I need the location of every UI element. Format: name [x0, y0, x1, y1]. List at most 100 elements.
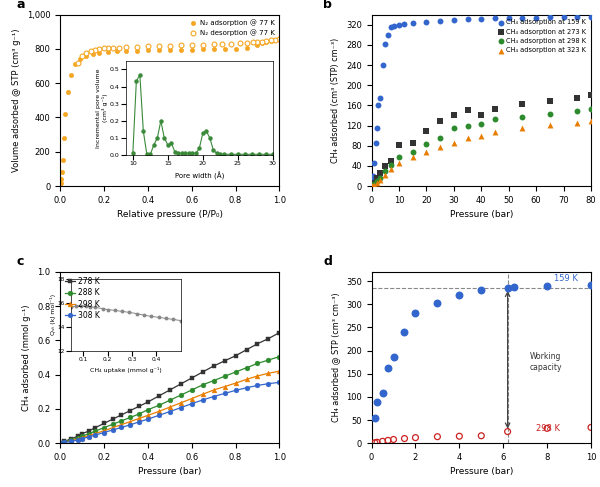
N₂ adsorption @ 77 K [276, 37, 283, 42]
CH₄ adsorption at 273 K [545, 97, 554, 105]
298 K [210, 387, 217, 393]
CH₄ adsorption at 273 K [370, 179, 379, 187]
298 K [92, 431, 99, 436]
N₂ desorption @ 77 K [254, 39, 261, 45]
298 K [61, 439, 68, 445]
278 K [127, 408, 134, 413]
288 K [265, 357, 272, 363]
CH₄ adsorption at 273 K [449, 112, 458, 119]
N₂ adsorption @ 77 K [155, 47, 163, 53]
N₂ adsorption @ 77 K [232, 46, 239, 52]
288 K [155, 403, 163, 409]
CH₄ adsorption at 273 K [386, 157, 395, 165]
298 K [155, 409, 163, 414]
Point [503, 284, 512, 292]
278 K [85, 428, 92, 434]
N₂ adsorption @ 77 K [210, 46, 217, 52]
N₂ adsorption @ 77 K [76, 56, 83, 62]
298 K [109, 425, 116, 431]
CH₄ adsorption at 273 K [436, 117, 445, 125]
N₂ desorption @ 77 K [116, 45, 123, 51]
278 K [136, 403, 143, 409]
288 K [61, 439, 68, 445]
298 K [243, 376, 250, 382]
CH₄ adsorption at 159 K [559, 13, 568, 21]
N₂ adsorption @ 77 K [61, 135, 68, 141]
CH₄ adsorption at 298 K [394, 153, 404, 161]
Line: 298 K: 298 K [58, 369, 282, 446]
278 K [265, 336, 272, 341]
CH₄ adsorption at 298 K [586, 106, 596, 113]
CH₄ adsorption at 298 K [380, 167, 390, 175]
298 K [67, 438, 74, 444]
N₂ adsorption @ 77 K [122, 48, 130, 54]
CH₄ adsorption at 273 K [586, 92, 596, 99]
CH₄ adsorption at 298 K [367, 182, 377, 190]
Point [410, 434, 420, 442]
N₂ adsorption @ 77 K [243, 45, 250, 51]
Point [400, 328, 409, 336]
N₂ adsorption @ 77 K [57, 180, 64, 186]
CH₄ adsorption at 159 K [408, 19, 418, 27]
308 K [109, 427, 116, 433]
N₂ adsorption @ 77 K [83, 53, 90, 59]
Point [370, 414, 380, 422]
CH₄ adsorption at 159 K [532, 14, 541, 21]
Line: N₂ desorption @ 77 K: N₂ desorption @ 77 K [75, 37, 282, 65]
Point [370, 439, 380, 447]
X-axis label: Relative pressure (P/P₀): Relative pressure (P/P₀) [117, 210, 223, 219]
Point [455, 291, 464, 299]
Point [372, 438, 382, 446]
CH₄ adsorption at 273 K [375, 169, 385, 177]
CH₄ adsorption at 323 K [375, 176, 385, 184]
288 K [177, 392, 184, 398]
Point [586, 281, 596, 289]
CH₄ adsorption at 298 K [386, 161, 395, 169]
308 K [67, 438, 74, 444]
CH₄ adsorption at 298 K [422, 140, 431, 148]
308 K [118, 425, 125, 431]
Line: 288 K: 288 K [58, 354, 282, 446]
N₂ adsorption @ 77 K [188, 47, 195, 53]
278 K [100, 421, 107, 427]
278 K [210, 363, 217, 369]
CH₄ adsorption at 273 K [408, 139, 418, 147]
N₂ desorption @ 77 K [263, 38, 270, 44]
Y-axis label: CH₄ adsorbed (mmol g⁻¹): CH₄ adsorbed (mmol g⁻¹) [22, 304, 31, 411]
278 K [118, 412, 125, 418]
CH₄ adsorption at 159 K [586, 13, 596, 20]
CH₄ adsorption at 159 K [504, 14, 514, 22]
CH₄ adsorption at 159 K [545, 13, 554, 21]
CH₄ adsorption at 323 K [370, 181, 379, 188]
CH₄ adsorption at 323 K [449, 139, 458, 147]
288 K [67, 437, 74, 443]
CH₄ adsorption at 159 K [490, 14, 500, 22]
N₂ adsorption @ 77 K [271, 37, 278, 43]
278 K [188, 375, 195, 381]
Text: a: a [16, 0, 25, 11]
N₂ adsorption @ 77 K [64, 89, 71, 94]
N₂ adsorption @ 77 K [96, 51, 103, 56]
CH₄ adsorption at 159 K [422, 18, 431, 25]
308 K [243, 385, 250, 391]
N₂ desorption @ 77 K [109, 45, 116, 51]
Point [372, 398, 382, 406]
308 K [127, 422, 134, 428]
CH₄ adsorption at 159 K [367, 181, 377, 189]
CH₄ adsorption at 298 K [372, 178, 382, 186]
CH₄ adsorption at 298 K [367, 182, 377, 189]
N₂ desorption @ 77 K [199, 42, 206, 48]
298 K [56, 440, 64, 446]
Line: 278 K: 278 K [58, 330, 282, 446]
CH₄ adsorption at 273 K [518, 100, 527, 108]
CH₄ adsorption at 273 K [367, 182, 377, 189]
CH₄ adsorption at 298 K [476, 120, 486, 128]
298 K [74, 436, 81, 442]
CH₄ adsorption at 159 K [371, 139, 380, 147]
N₂ desorption @ 77 K [243, 40, 250, 46]
CH₄ adsorption at 159 K [386, 23, 395, 31]
288 K [56, 440, 64, 446]
N₂ desorption @ 77 K [96, 46, 103, 52]
CH₄ adsorption at 323 K [463, 134, 472, 142]
298 K [136, 415, 143, 421]
